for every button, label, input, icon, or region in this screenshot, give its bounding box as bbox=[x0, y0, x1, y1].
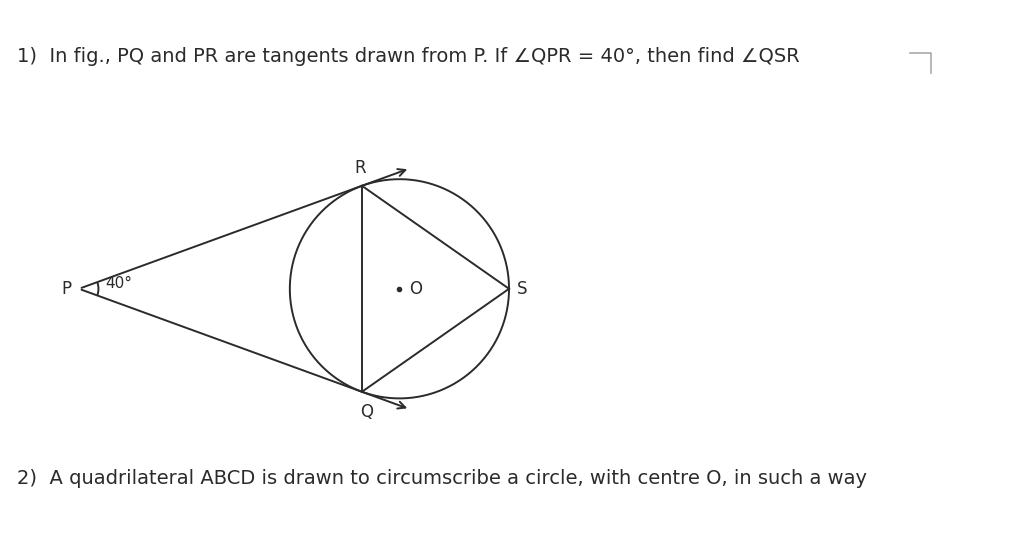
Text: R: R bbox=[354, 158, 366, 176]
Text: S: S bbox=[516, 280, 527, 298]
Text: O: O bbox=[409, 280, 422, 298]
Text: 1)  In fig., PQ and PR are tangents drawn from P. If ∠QPR = 40°, then find ∠QSR: 1) In fig., PQ and PR are tangents drawn… bbox=[16, 48, 800, 66]
Text: 2)  A quadrilateral ABCD is drawn to circumscribe a circle, with centre O, in su: 2) A quadrilateral ABCD is drawn to circ… bbox=[16, 468, 866, 488]
Text: 40°: 40° bbox=[104, 276, 132, 290]
Text: P: P bbox=[61, 280, 72, 298]
Text: Q: Q bbox=[360, 403, 373, 421]
